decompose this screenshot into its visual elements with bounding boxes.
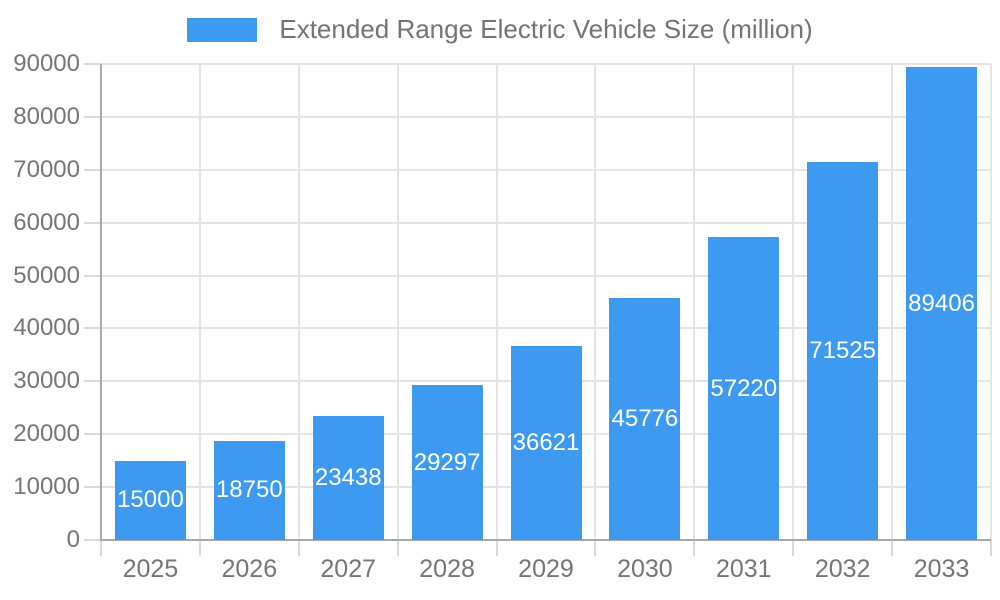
y-axis-tick xyxy=(84,539,101,541)
x-axis-tick xyxy=(891,540,894,556)
gridline-horizontal xyxy=(101,115,991,118)
bar-value-label: 36621 xyxy=(512,429,580,457)
x-axis-line xyxy=(100,539,991,541)
legend-item[interactable]: Extended Range Electric Vehicle Size (mi… xyxy=(187,14,813,45)
y-axis-line xyxy=(100,64,102,540)
gridline-horizontal xyxy=(101,327,991,330)
bar-2031: 57220 xyxy=(708,237,780,540)
bar-value-label: 89406 xyxy=(908,289,975,317)
gridline-vertical xyxy=(297,64,300,540)
bar-value-label: 23438 xyxy=(314,464,382,491)
x-axis-tick xyxy=(100,540,102,556)
gridline-horizontal xyxy=(101,221,991,224)
gridline-vertical xyxy=(792,64,795,540)
gridline-vertical xyxy=(198,64,201,540)
gridline-vertical xyxy=(990,64,992,540)
x-axis-label-2031: 2031 xyxy=(715,555,772,583)
gridline-vertical xyxy=(495,64,498,540)
bar-2030: 45776 xyxy=(609,297,681,540)
y-axis-tick-label: 10000 xyxy=(13,473,80,501)
y-axis-tick-label: 0 xyxy=(66,526,80,553)
x-axis-label-2029: 2029 xyxy=(518,555,574,583)
y-axis-tick-label: 60000 xyxy=(13,208,80,236)
y-axis-tick-label: 70000 xyxy=(13,155,80,183)
y-axis-tick-label: 40000 xyxy=(13,314,80,342)
bar-2026: 18750 xyxy=(213,440,285,540)
x-axis-tick xyxy=(495,540,498,556)
bar-value-label: 15000 xyxy=(117,486,184,514)
x-axis-label-2026: 2026 xyxy=(221,555,278,583)
gridline-vertical xyxy=(891,64,894,540)
y-axis-tick xyxy=(84,380,101,383)
bar-2027: 23438 xyxy=(312,416,384,540)
x-axis-label-2030: 2030 xyxy=(617,555,673,583)
x-axis-label-2025: 2025 xyxy=(122,555,179,583)
bar-2028: 29297 xyxy=(411,385,483,540)
x-axis-tick xyxy=(792,540,795,556)
bar-2029: 36621 xyxy=(510,346,582,540)
legend-label: Extended Range Electric Vehicle Size (mi… xyxy=(279,14,813,44)
y-axis-tick xyxy=(84,274,101,277)
bar-2032: 71525 xyxy=(807,161,879,540)
y-axis-tick-label: 20000 xyxy=(13,420,80,448)
x-axis-tick xyxy=(297,540,300,556)
y-axis-tick xyxy=(84,168,101,171)
gridline-vertical xyxy=(594,64,597,540)
y-axis-tick xyxy=(84,115,101,118)
x-axis-label-2028: 2028 xyxy=(419,555,475,583)
x-axis-label-2033: 2033 xyxy=(913,555,970,583)
y-axis-tick xyxy=(84,63,101,65)
x-axis-tick xyxy=(693,540,696,556)
y-axis-tick xyxy=(84,327,101,330)
bar-2025: 15000 xyxy=(114,460,186,540)
legend-color-swatch xyxy=(187,17,258,42)
x-axis-tick xyxy=(396,540,399,556)
y-axis-tick xyxy=(84,486,101,489)
bar-value-label: 71525 xyxy=(809,336,877,364)
x-axis-tick xyxy=(594,540,597,556)
bar-2033: 89406 xyxy=(906,67,978,540)
bar-value-label: 18750 xyxy=(215,476,283,504)
bar-value-label: 29297 xyxy=(413,448,481,476)
y-axis-tick xyxy=(84,433,101,436)
bar-value-label: 45776 xyxy=(611,404,679,432)
gridline-horizontal xyxy=(101,168,991,171)
y-axis-tick-label: 80000 xyxy=(13,102,80,130)
x-axis-label-2032: 2032 xyxy=(814,555,871,583)
gridline-vertical xyxy=(396,64,399,540)
y-axis-tick-label: 50000 xyxy=(13,261,80,289)
y-axis-tick-label: 30000 xyxy=(13,367,80,395)
y-axis-tick xyxy=(84,221,101,224)
x-axis-tick xyxy=(198,540,201,556)
legend: Extended Range Electric Vehicle Size (mi… xyxy=(0,14,1000,45)
gridline-vertical xyxy=(693,64,696,540)
x-axis-label-2027: 2027 xyxy=(320,555,377,583)
gridline-horizontal xyxy=(101,274,991,277)
y-axis-tick-label: 90000 xyxy=(13,50,80,77)
x-axis-tick xyxy=(990,540,992,556)
bar-value-label: 57220 xyxy=(710,374,778,402)
gridline-horizontal xyxy=(101,63,991,65)
